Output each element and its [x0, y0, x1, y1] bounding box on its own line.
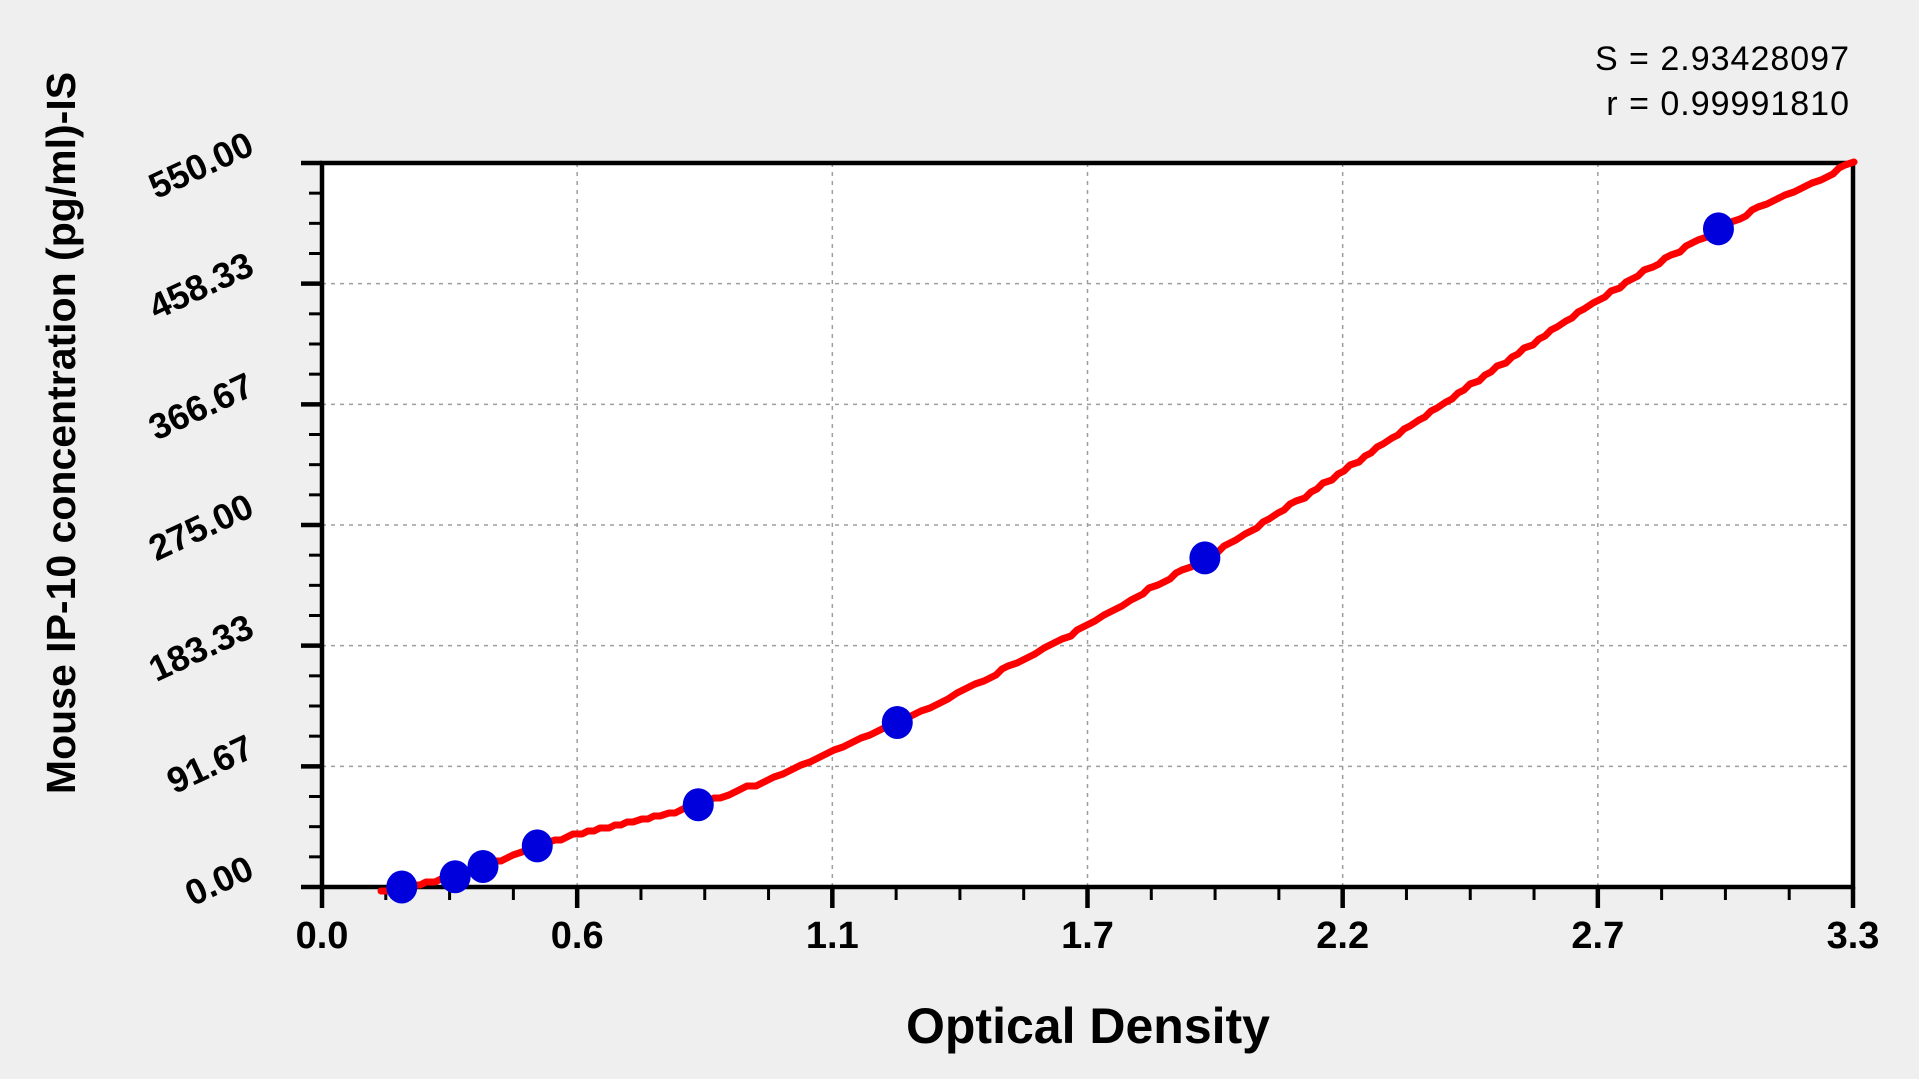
data-point: [467, 849, 499, 883]
gridlines: [322, 163, 1853, 887]
y-tick-label: 550.00: [142, 123, 259, 207]
data-point: [1189, 541, 1221, 575]
x-tick-label: 1.7: [1061, 915, 1114, 957]
y-tick-label: 275.00: [142, 485, 259, 569]
x-axis-title: Optical Density: [906, 998, 1270, 1054]
y-tick-label: 366.67: [142, 364, 259, 448]
y-tick-label: 458.33: [142, 244, 259, 328]
x-tick-label: 3.3: [1827, 915, 1880, 957]
data-point: [439, 860, 471, 894]
chart-generated-layers: 0.0 0.6 1.1 1.7 2.2 2.7 3.3 0.00 91.67 183.33 275.…: [142, 123, 1879, 957]
y-axis-title: Mouse IP-10 concentration (pg/ml)-IS: [38, 72, 84, 794]
stats-r-line: r = 0.99991810: [1606, 85, 1850, 123]
x-tick-label: 0.6: [551, 915, 604, 957]
data-point: [386, 870, 418, 904]
x-tick-label: 0.0: [296, 915, 349, 957]
y-tick-label: 91.67: [160, 726, 259, 801]
plot-frame: [319, 160, 1856, 890]
x-tick-label: 1.1: [806, 915, 859, 957]
x-tick-label: 2.7: [1571, 915, 1624, 957]
fitted-curve: [377, 158, 1858, 895]
data-points: [386, 212, 1734, 904]
data-point: [1702, 212, 1734, 246]
data-point: [521, 829, 553, 863]
x-tick-label: 2.2: [1316, 915, 1369, 957]
data-point: [682, 788, 714, 822]
stats-s-line: S = 2.93428097: [1595, 40, 1850, 78]
y-tick-label: 0.00: [179, 847, 260, 914]
y-tick-label: 183.33: [142, 606, 259, 690]
data-point: [881, 705, 913, 739]
